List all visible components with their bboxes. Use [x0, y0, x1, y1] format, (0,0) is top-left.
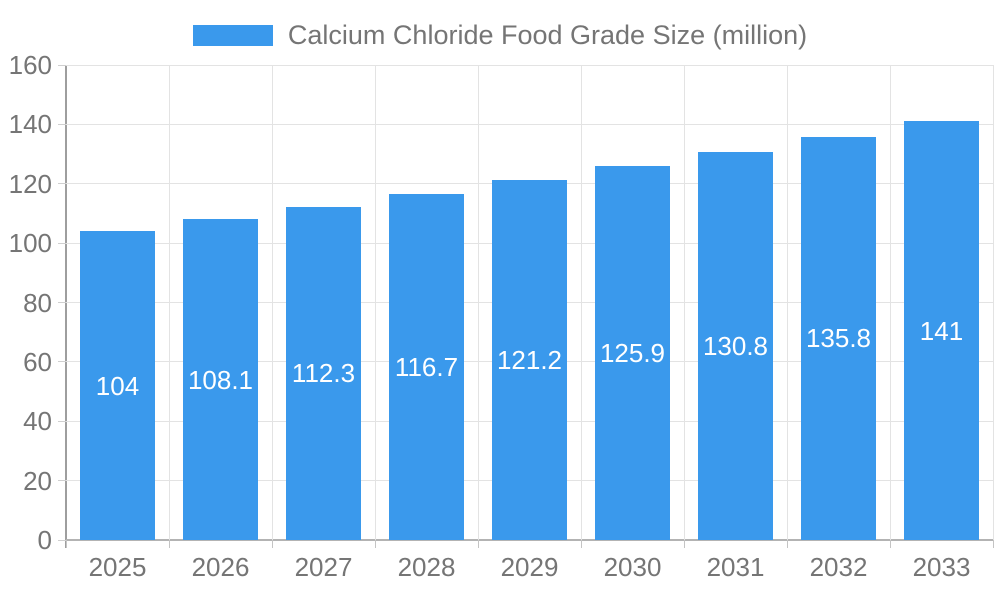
plot-area: 0 20 40 60 80 100 120 140 160 104 2025 108.1 2026 112… [9, 52, 994, 580]
y-axis-tick-label: 120 [8, 168, 52, 199]
x-axis-tick [992, 540, 994, 548]
x-axis-tick-label: 2026 [191, 552, 250, 582]
x-axis-tick-label: 2025 [88, 552, 147, 582]
gridline-vertical [168, 65, 170, 540]
x-axis-tick [271, 540, 273, 548]
x-axis-tick [168, 540, 170, 548]
x-axis-line [66, 539, 993, 541]
y-axis-tick [58, 539, 66, 541]
x-axis-tick [65, 540, 67, 548]
gridline-vertical [786, 65, 788, 540]
gridline-vertical [271, 65, 273, 540]
bar[interactable] [904, 121, 979, 540]
y-axis-tick [58, 302, 66, 303]
bar[interactable] [698, 151, 773, 540]
y-axis-tick-label: 20 [23, 465, 52, 496]
x-axis-tick-label: 2028 [397, 552, 456, 582]
bar[interactable] [286, 206, 361, 540]
y-axis-tick [58, 242, 66, 244]
legend-label: Calcium Chloride Food Grade Size (millio… [287, 20, 808, 50]
gridline-vertical [580, 65, 582, 540]
x-axis-tick [889, 540, 891, 548]
y-axis-tick-label: 160 [8, 50, 52, 80]
bar[interactable] [595, 166, 670, 540]
x-axis-tick-label: 2027 [294, 552, 353, 582]
gridline-vertical [683, 65, 685, 540]
y-axis-tick [58, 480, 66, 482]
y-axis-tick-label: 60 [23, 346, 52, 377]
chart-legend[interactable]: Calcium Chloride Food Grade Size (millio… [0, 20, 1000, 51]
x-axis-tick [683, 540, 685, 548]
x-axis-tick [477, 540, 479, 548]
gridline-vertical [477, 65, 479, 540]
x-axis-tick [580, 540, 582, 548]
y-axis-tick-label: 80 [23, 287, 52, 318]
x-axis-tick-label: 2032 [809, 552, 868, 582]
x-axis-tick [374, 540, 376, 548]
bar[interactable] [183, 219, 258, 540]
y-axis-tick [58, 420, 66, 422]
gridline-horizontal [66, 123, 993, 125]
y-axis-tick-label: 0 [37, 525, 52, 555]
gridline-horizontal [66, 64, 993, 66]
bar[interactable] [492, 180, 567, 540]
y-axis-tick-label: 140 [8, 109, 52, 140]
gridline-vertical [889, 65, 891, 540]
x-axis-tick-label: 2030 [603, 552, 662, 582]
legend-swatch-icon [192, 25, 273, 46]
x-axis-tick [786, 540, 788, 548]
bar[interactable] [801, 136, 876, 540]
bar[interactable] [389, 193, 464, 540]
y-axis-line [65, 65, 67, 548]
x-axis-tick-label: 2031 [706, 552, 765, 582]
y-axis-tick-label: 100 [8, 228, 52, 259]
y-axis-tick [58, 123, 66, 125]
gridline-vertical [374, 65, 376, 540]
x-axis-tick-label: 2029 [500, 552, 559, 582]
y-axis-tick [58, 183, 66, 185]
gridline-vertical [992, 65, 994, 540]
x-axis-tick-label: 2033 [912, 552, 971, 582]
y-axis-tick [58, 64, 66, 66]
y-axis-tick-label: 40 [23, 406, 52, 437]
bar[interactable] [80, 231, 155, 540]
y-axis-tick [58, 361, 66, 363]
